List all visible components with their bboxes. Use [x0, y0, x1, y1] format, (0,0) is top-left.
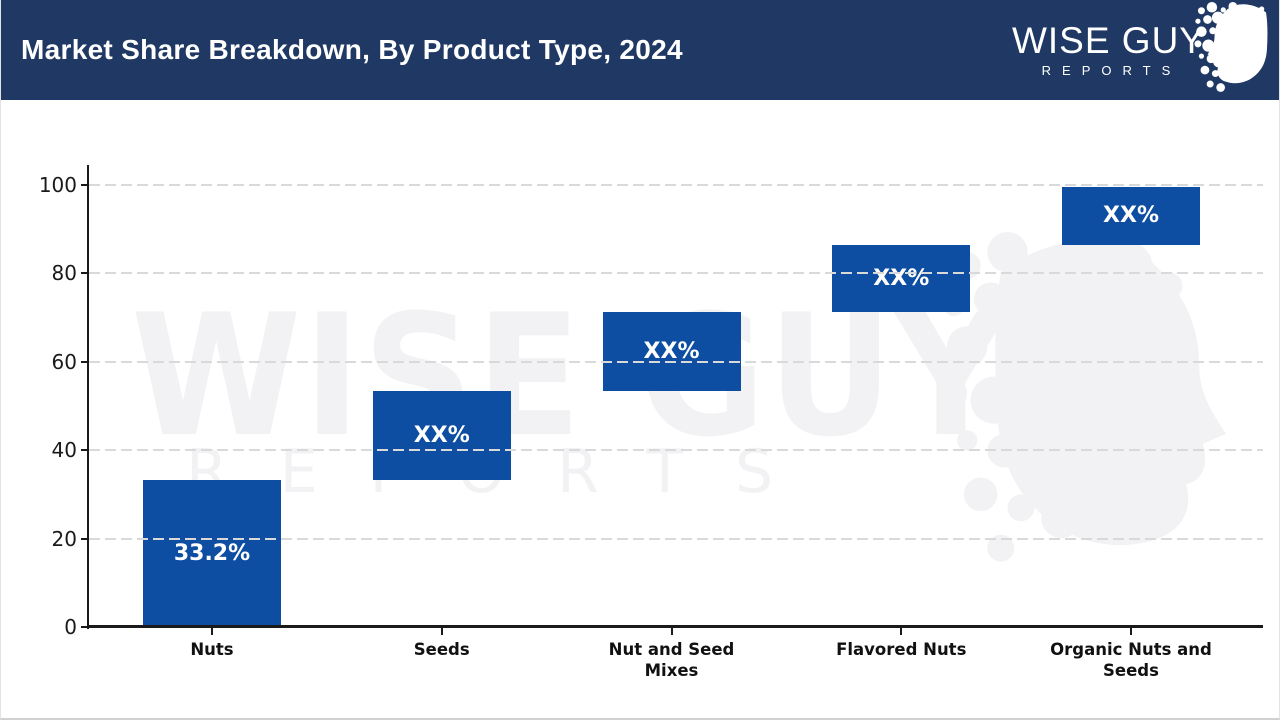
x-tick-flavored-nuts: [900, 628, 903, 635]
category-label-nuts: Nuts: [190, 640, 234, 659]
bar-value-label-flavored-nuts: XX%: [873, 265, 930, 291]
watermark-dot-cluster: [940, 232, 1183, 562]
y-tick-40: [81, 449, 89, 452]
gridline-40: [89, 449, 1263, 452]
x-tick-nuts: [211, 628, 213, 635]
y-tick-100: [81, 184, 89, 186]
bar-value-label-nuts: 33.2%: [173, 541, 251, 567]
x-tick-nut-and-seed-mixes: [670, 628, 673, 635]
gridline-60: [89, 360, 1263, 363]
x-axis-line: [87, 625, 1263, 628]
header-bar: Market Share Breakdown, By Product Type,…: [1, 0, 1279, 100]
bar-value-label-nut-and-seed-mixes: XX%: [643, 338, 700, 364]
bar-value-label-organic-nuts-and-seeds: XX%: [1103, 203, 1159, 229]
bar-flavored-nuts: XX%: [832, 244, 971, 313]
y-tick-20: [81, 537, 89, 540]
category-label-nut-and-seed-mixes: Nut and Seed Mixes: [608, 640, 735, 680]
gridline-80: [89, 272, 1263, 275]
face-silhouette: [1207, 4, 1268, 84]
category-label-organic-nuts-and-seeds: Organic Nuts and Seeds: [1050, 640, 1212, 680]
bar-nut-and-seed-mixes: XX%: [602, 312, 741, 391]
face-profile-icon: [1194, 2, 1268, 92]
y-tick-label-60: 60: [51, 349, 77, 374]
x-tick-seeds: [440, 628, 443, 635]
y-tick-label-0: 0: [64, 615, 77, 639]
gridline-100: [89, 184, 1263, 186]
y-tick-0: [81, 626, 89, 628]
bar-seeds: XX%: [372, 390, 511, 481]
logo-subtitle: REPORTS: [1041, 62, 1182, 78]
y-axis-line: [87, 165, 89, 629]
logo-text: WISE GUY REPORTS: [1011, 20, 1205, 78]
category-label-seeds: Seeds: [413, 640, 470, 659]
bar-organic-nuts-and-seeds: XX%: [1062, 186, 1200, 245]
category-label-flavored-nuts: Flavored Nuts: [836, 640, 967, 659]
y-tick-60: [81, 360, 89, 363]
y-tick-label-100: 100: [38, 173, 77, 197]
bar-nuts: 33.2%: [143, 480, 281, 627]
page-title: Market Share Breakdown, By Product Type,…: [21, 34, 683, 65]
gridline-20: [89, 537, 1263, 540]
wiseguy-logo: WISE GUY REPORTS: [1012, 2, 1273, 98]
y-tick-label-80: 80: [51, 261, 77, 286]
bar-value-label-seeds: XX%: [413, 422, 470, 448]
y-tick-80: [81, 272, 89, 275]
y-tick-label-20: 20: [51, 526, 77, 551]
x-tick-organic-nuts-and-seeds: [1130, 628, 1132, 635]
logo-title: WISE GUY: [1011, 20, 1205, 62]
y-tick-label-40: 40: [51, 438, 77, 463]
watermark-face-silhouette: [995, 240, 1227, 546]
